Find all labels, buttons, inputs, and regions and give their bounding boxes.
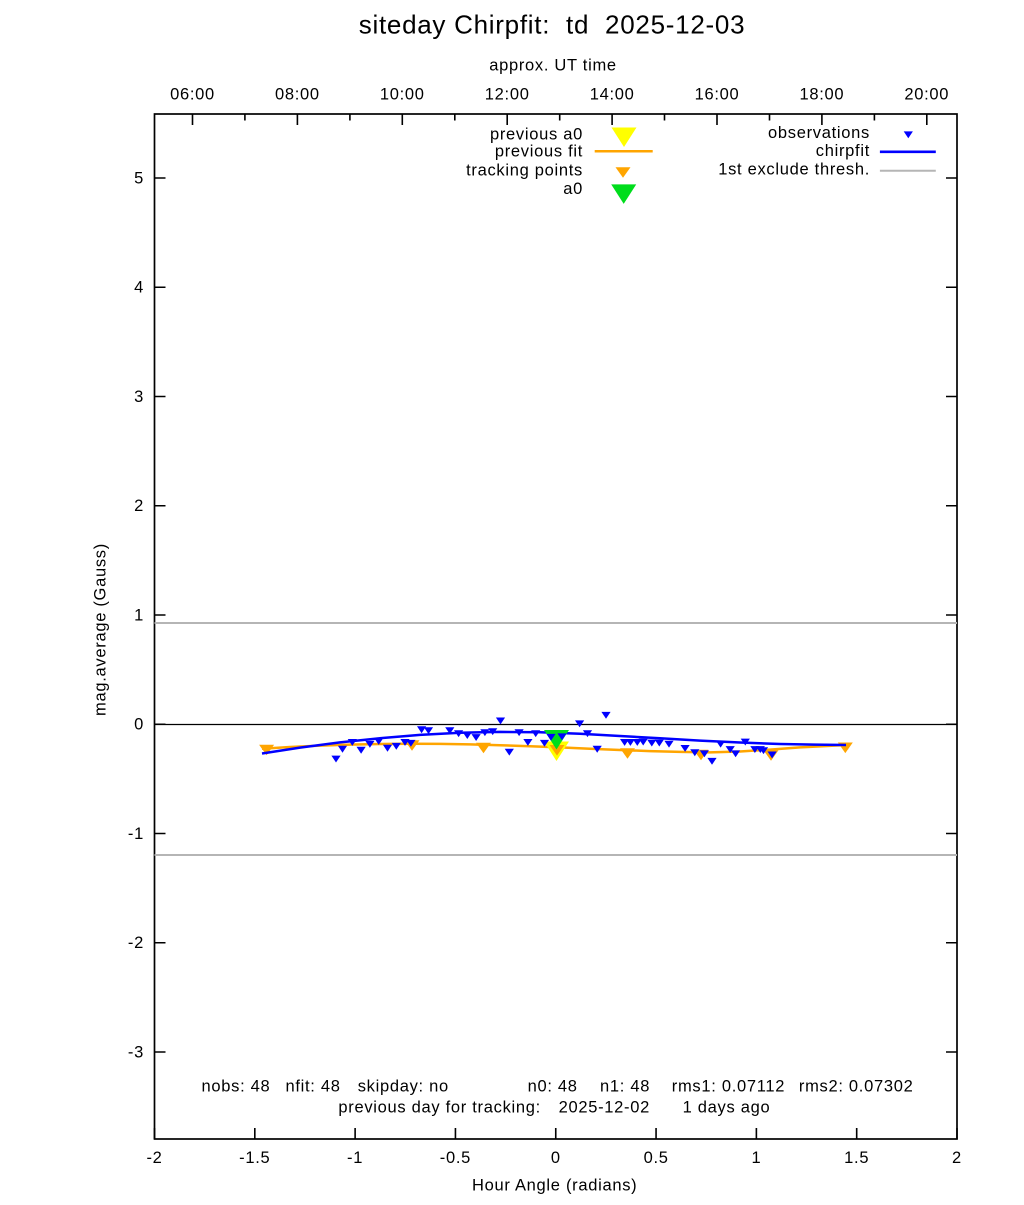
svg-text:1st exclude thresh.: 1st exclude thresh. xyxy=(718,161,870,179)
svg-text:tracking points: tracking points xyxy=(466,162,583,180)
svg-text:-1: -1 xyxy=(128,825,144,843)
svg-text:2025-12-02: 2025-12-02 xyxy=(559,1099,650,1117)
svg-text:nfit: 48: nfit: 48 xyxy=(286,1078,341,1096)
svg-text:n0: 48: n0: 48 xyxy=(528,1078,578,1096)
svg-text:siteday Chirpfit: td 2025-12: siteday Chirpfit: td 2025-12-03 xyxy=(359,10,746,40)
svg-text:16:00: 16:00 xyxy=(695,85,740,103)
svg-text:rms1: 0.07112: rms1: 0.07112 xyxy=(672,1078,785,1096)
svg-text:-1.5: -1.5 xyxy=(239,1149,270,1167)
svg-text:0.5: 0.5 xyxy=(644,1149,669,1167)
svg-text:1.5: 1.5 xyxy=(844,1149,869,1167)
svg-text:mag.average (Gauss): mag.average (Gauss) xyxy=(92,543,110,716)
svg-text:1: 1 xyxy=(134,606,144,624)
svg-text:-2: -2 xyxy=(128,934,144,952)
svg-text:20:00: 20:00 xyxy=(904,85,949,103)
svg-text:nobs: 48: nobs: 48 xyxy=(202,1078,271,1096)
svg-text:approx. UT time: approx. UT time xyxy=(489,56,617,74)
svg-text:Hour Angle (radians): Hour Angle (radians) xyxy=(472,1177,637,1195)
svg-text:1 days ago: 1 days ago xyxy=(683,1099,771,1117)
svg-text:08:00: 08:00 xyxy=(275,85,320,103)
svg-text:2: 2 xyxy=(952,1149,962,1167)
svg-text:0: 0 xyxy=(551,1149,561,1167)
svg-text:previous fit: previous fit xyxy=(495,143,583,161)
svg-text:skipday: no: skipday: no xyxy=(358,1078,449,1096)
svg-text:06:00: 06:00 xyxy=(170,85,215,103)
svg-text:5: 5 xyxy=(134,169,144,187)
svg-text:-0.5: -0.5 xyxy=(440,1149,471,1167)
svg-text:12:00: 12:00 xyxy=(485,85,530,103)
svg-text:rms2: 0.07302: rms2: 0.07302 xyxy=(799,1078,914,1096)
svg-text:2: 2 xyxy=(134,497,144,515)
svg-text:previous a0: previous a0 xyxy=(490,125,583,143)
svg-text:3: 3 xyxy=(134,388,144,406)
svg-text:chirpfit: chirpfit xyxy=(816,142,870,160)
svg-text:a0: a0 xyxy=(563,180,583,198)
svg-text:observations: observations xyxy=(768,124,870,142)
svg-text:n1: 48: n1: 48 xyxy=(600,1078,650,1096)
svg-text:-3: -3 xyxy=(128,1043,144,1061)
svg-text:10:00: 10:00 xyxy=(380,85,425,103)
svg-text:0: 0 xyxy=(134,716,144,734)
svg-text:-2: -2 xyxy=(146,1149,162,1167)
svg-text:previous day for tracking:: previous day for tracking: xyxy=(338,1099,541,1117)
svg-text:14:00: 14:00 xyxy=(590,85,635,103)
svg-text:-1: -1 xyxy=(347,1149,363,1167)
svg-text:1: 1 xyxy=(751,1149,761,1167)
svg-text:4: 4 xyxy=(134,279,144,297)
svg-text:18:00: 18:00 xyxy=(800,85,845,103)
